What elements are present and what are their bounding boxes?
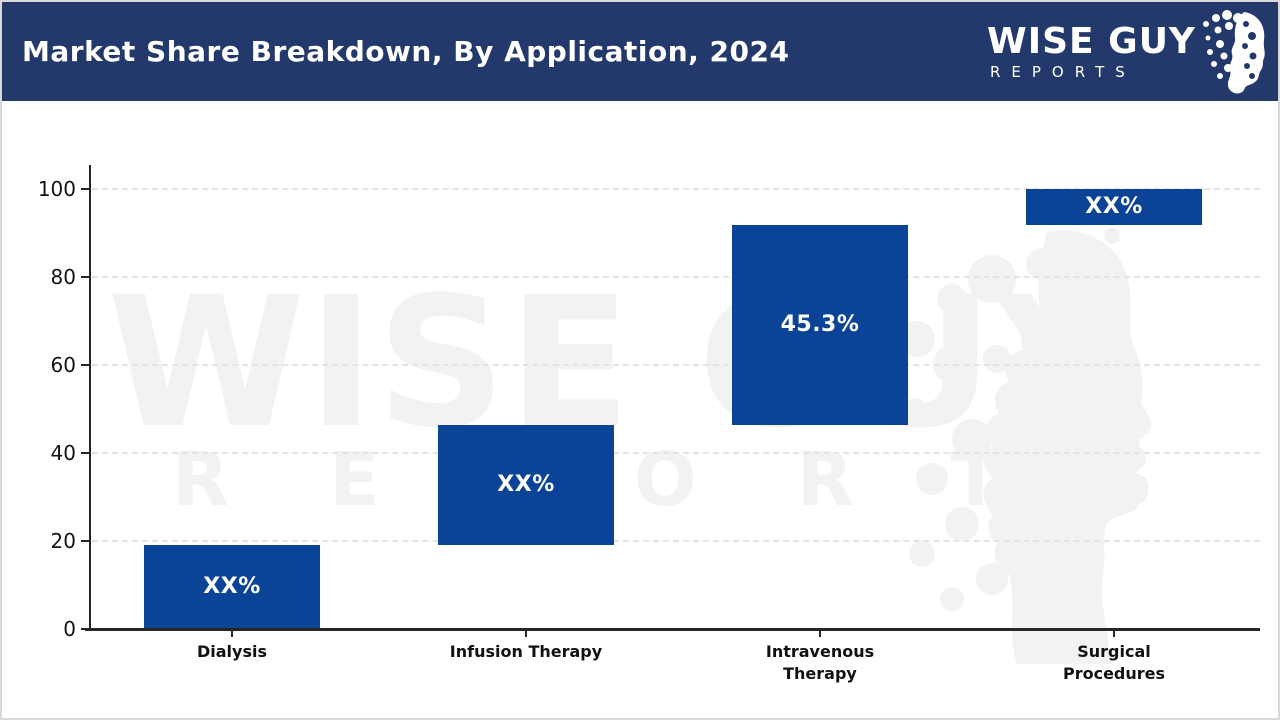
x-category-label-dialysis: Dialysis [196, 642, 267, 661]
logo-text: WISE GUY REPORTS [986, 20, 1196, 81]
logo-head-icon [1203, 10, 1265, 94]
bar-dialysis: XX% [144, 544, 320, 629]
wise-guy-logo: WISE GUY REPORTS [987, 10, 1266, 94]
bar-value-label-intravenous-therapy: 45.3% [780, 312, 860, 338]
x-category-label-surgical-procedures: Surgical Procedures [1062, 642, 1166, 683]
gridline-100 [92, 187, 1260, 190]
y-tick-label-20: 20 [50, 528, 76, 553]
bar-intravenous-therapy: 45.3% [732, 225, 908, 425]
bar-value-label-surgical-procedures: XX% [1085, 194, 1143, 220]
watermark-head-graphic [899, 228, 1152, 664]
header-bar: Market Share Breakdown, By Application, … [2, 2, 1278, 101]
y-tick-label-80: 80 [50, 264, 76, 289]
gridline-40 [92, 451, 1260, 454]
y-axis-line [89, 165, 91, 631]
x-category-label-intravenous-therapy: Intravenous Therapy [765, 642, 875, 683]
y-tick-80 [81, 275, 89, 278]
y-tick-label-40: 40 [50, 440, 76, 465]
x-axis-line [85, 628, 1260, 631]
gridline-60 [92, 363, 1260, 366]
bar-value-label-infusion-therapy: XX% [497, 472, 555, 498]
x-tick-surgical-procedures [1113, 631, 1115, 637]
y-tick-label-60: 60 [50, 352, 76, 377]
y-tick-40 [81, 451, 89, 454]
logo-wordmark: WISE GUY [986, 20, 1196, 62]
gridline-20 [92, 539, 1260, 542]
bar-value-label-dialysis: XX% [203, 574, 261, 600]
y-tick-label-100: 100 [37, 176, 76, 201]
x-tick-infusion-therapy [525, 631, 527, 637]
y-tick-label-0: 0 [63, 617, 76, 641]
bar-infusion-therapy: XX% [438, 424, 614, 545]
x-tick-intravenous-therapy [819, 631, 821, 637]
y-tick-20 [81, 539, 89, 542]
gridline-80 [92, 275, 1260, 278]
bar-surgical-procedures: XX% [1026, 188, 1202, 226]
x-category-label-infusion-therapy: Infusion Therapy [449, 642, 603, 661]
y-tick-100 [81, 187, 89, 190]
y-tick-60 [81, 363, 89, 366]
logo-subtitle: REPORTS [989, 62, 1136, 81]
x-tick-dialysis [231, 631, 233, 637]
page-title: Market Share Breakdown, By Application, … [22, 35, 790, 68]
